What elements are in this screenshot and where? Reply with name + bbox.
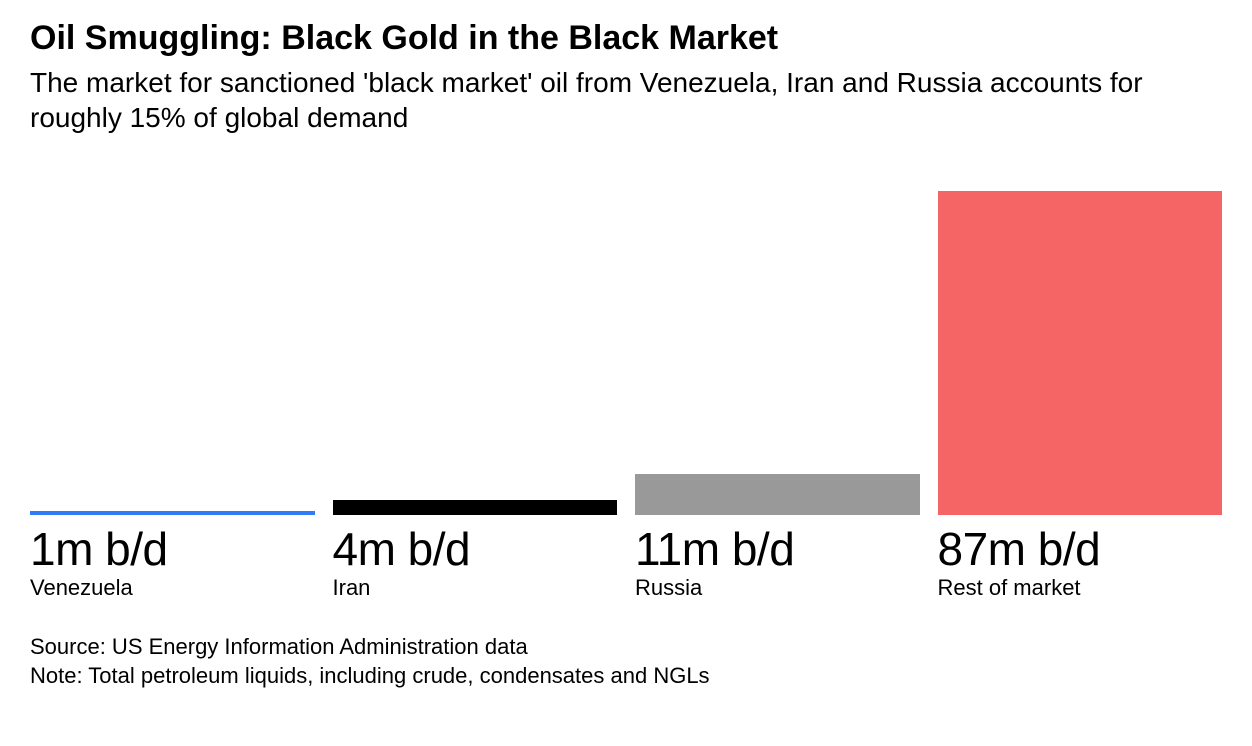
source-line: Source: US Energy Information Administra… — [30, 633, 1222, 662]
category-label-iran: Iran — [333, 575, 618, 601]
chart-container: Oil Smuggling: Black Gold in the Black M… — [0, 0, 1252, 746]
chart-title: Oil Smuggling: Black Gold in the Black M… — [30, 18, 1222, 59]
bar-rest — [938, 191, 1223, 515]
category-label-rest: Rest of market — [938, 575, 1223, 601]
bar-col-russia — [635, 474, 920, 515]
value-label-iran: 4m b/d — [333, 525, 618, 573]
bar-col-rest — [938, 191, 1223, 515]
labels-row: 1m b/d Venezuela 4m b/d Iran 11m b/d Rus… — [30, 525, 1222, 601]
note-line: Note: Total petroleum liquids, including… — [30, 662, 1222, 691]
bar-col-venezuela — [30, 511, 315, 515]
category-label-russia: Russia — [635, 575, 920, 601]
bar-iran — [333, 500, 618, 515]
label-col-venezuela: 1m b/d Venezuela — [30, 525, 315, 601]
value-label-russia: 11m b/d — [635, 525, 920, 573]
bar-russia — [635, 474, 920, 515]
chart-subtitle: The market for sanctioned 'black market'… — [30, 65, 1180, 135]
bar-col-iran — [333, 500, 618, 515]
chart-footer: Source: US Energy Information Administra… — [30, 633, 1222, 690]
label-col-iran: 4m b/d Iran — [333, 525, 618, 601]
bar-venezuela — [30, 511, 315, 515]
value-label-venezuela: 1m b/d — [30, 525, 315, 573]
category-label-venezuela: Venezuela — [30, 575, 315, 601]
plot-area — [30, 155, 1222, 515]
label-col-rest: 87m b/d Rest of market — [938, 525, 1223, 601]
value-label-rest: 87m b/d — [938, 525, 1223, 573]
label-col-russia: 11m b/d Russia — [635, 525, 920, 601]
